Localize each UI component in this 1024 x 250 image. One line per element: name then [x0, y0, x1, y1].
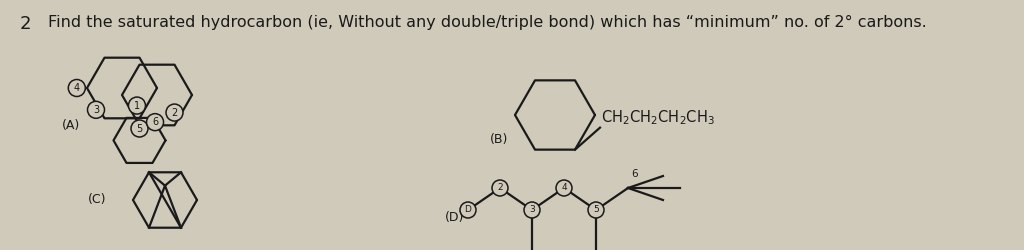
Circle shape — [87, 101, 104, 118]
Text: 6: 6 — [631, 169, 638, 179]
Text: 4: 4 — [74, 83, 80, 93]
Text: 3: 3 — [529, 206, 535, 214]
Circle shape — [166, 104, 183, 121]
Text: 2: 2 — [20, 15, 32, 33]
Circle shape — [492, 180, 508, 196]
Text: 5: 5 — [136, 124, 142, 134]
Circle shape — [588, 202, 604, 218]
Text: (A): (A) — [62, 118, 80, 132]
Circle shape — [69, 80, 85, 96]
Text: 6: 6 — [152, 117, 158, 127]
Text: Find the saturated hydrocarbon (ie, Without any double/triple bond) which has “m: Find the saturated hydrocarbon (ie, With… — [48, 15, 927, 30]
Text: (C): (C) — [88, 194, 106, 206]
Circle shape — [556, 180, 572, 196]
Text: 2: 2 — [498, 184, 503, 192]
Text: D: D — [465, 206, 471, 214]
Text: 4: 4 — [561, 184, 567, 192]
Text: 2: 2 — [171, 108, 177, 118]
Circle shape — [524, 202, 540, 218]
Text: CH$_2$CH$_2$CH$_2$CH$_3$: CH$_2$CH$_2$CH$_2$CH$_3$ — [601, 108, 715, 127]
Text: 3: 3 — [93, 105, 99, 115]
Circle shape — [146, 114, 164, 131]
Text: 1: 1 — [134, 100, 140, 110]
Circle shape — [131, 120, 148, 137]
Circle shape — [128, 97, 145, 114]
Text: 5: 5 — [593, 206, 599, 214]
Text: (D): (D) — [445, 212, 464, 224]
Text: (B): (B) — [490, 134, 508, 146]
Circle shape — [460, 202, 476, 218]
